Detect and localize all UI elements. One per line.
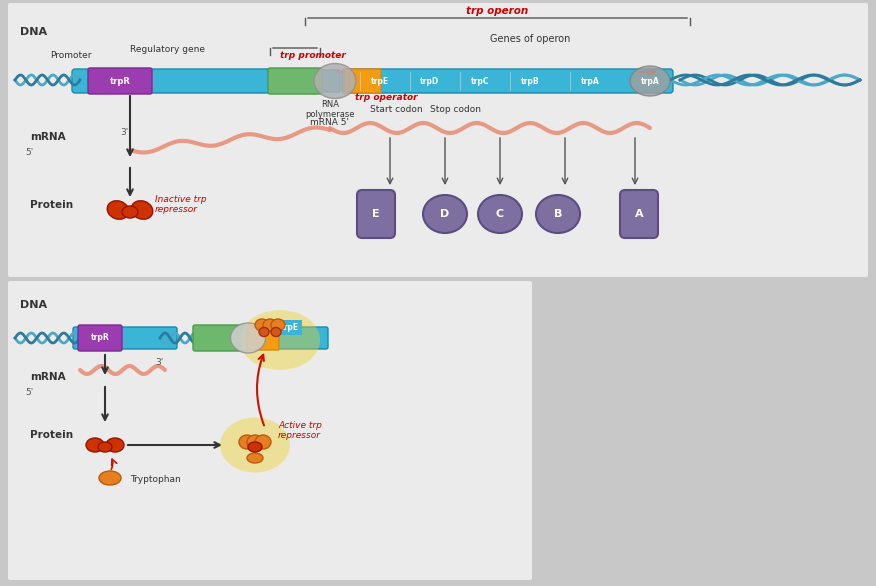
Text: E: E [372, 209, 380, 219]
Ellipse shape [86, 438, 104, 452]
FancyBboxPatch shape [8, 3, 868, 277]
Text: trpA: trpA [581, 77, 599, 87]
Ellipse shape [478, 195, 522, 233]
FancyBboxPatch shape [344, 69, 381, 93]
FancyBboxPatch shape [88, 68, 152, 94]
Text: trp operator: trp operator [355, 93, 418, 102]
Ellipse shape [255, 435, 271, 449]
Text: RNA
polymerase: RNA polymerase [305, 100, 355, 120]
Ellipse shape [271, 328, 281, 336]
Text: Inactive trp
repressor: Inactive trp repressor [155, 195, 207, 214]
FancyBboxPatch shape [73, 327, 177, 349]
Text: Protein: Protein [30, 200, 73, 210]
Ellipse shape [271, 319, 285, 331]
Text: trpE: trpE [281, 323, 299, 332]
Ellipse shape [536, 195, 580, 233]
Text: trpC: trpC [470, 77, 490, 87]
Text: trpD: trpD [420, 77, 440, 87]
Text: trpR: trpR [110, 77, 131, 86]
Ellipse shape [248, 442, 262, 452]
Text: B: B [554, 209, 562, 219]
FancyBboxPatch shape [247, 326, 279, 350]
FancyBboxPatch shape [316, 70, 340, 92]
Ellipse shape [247, 453, 263, 463]
Text: trpB: trpB [520, 77, 540, 87]
Text: Tryptophan: Tryptophan [130, 475, 180, 484]
FancyBboxPatch shape [8, 281, 532, 580]
Text: DNA: DNA [20, 27, 47, 37]
Text: 5': 5' [25, 388, 33, 397]
Text: Protein: Protein [30, 430, 73, 440]
Ellipse shape [255, 319, 269, 331]
Text: mRNA: mRNA [30, 132, 66, 142]
FancyBboxPatch shape [357, 190, 395, 238]
Ellipse shape [107, 201, 129, 219]
Text: trp promoter: trp promoter [280, 51, 346, 60]
Ellipse shape [98, 442, 112, 452]
Ellipse shape [259, 328, 269, 336]
FancyBboxPatch shape [342, 69, 673, 93]
Ellipse shape [423, 195, 467, 233]
FancyBboxPatch shape [268, 68, 322, 94]
Ellipse shape [106, 438, 124, 452]
Ellipse shape [247, 435, 263, 449]
FancyBboxPatch shape [620, 190, 658, 238]
Text: Active trp
repressor: Active trp repressor [278, 421, 321, 440]
FancyBboxPatch shape [78, 325, 122, 351]
Ellipse shape [630, 66, 670, 96]
Ellipse shape [220, 417, 290, 472]
Text: 3': 3' [120, 128, 128, 137]
Ellipse shape [99, 471, 121, 485]
Text: Stop codon: Stop codon [430, 105, 481, 114]
Text: trp operon: trp operon [466, 6, 528, 16]
Text: 3': 3' [155, 358, 163, 367]
Text: trpA: trpA [640, 77, 660, 87]
Ellipse shape [263, 319, 277, 331]
Text: Genes of operon: Genes of operon [490, 34, 570, 44]
FancyBboxPatch shape [72, 69, 273, 93]
Text: Regulatory gene: Regulatory gene [130, 45, 205, 54]
FancyBboxPatch shape [193, 325, 252, 351]
Text: DNA: DNA [20, 300, 47, 310]
Text: mRNA: mRNA [30, 372, 66, 382]
Text: trpE: trpE [371, 77, 389, 87]
Text: Start codon: Start codon [370, 105, 422, 114]
FancyBboxPatch shape [274, 327, 328, 349]
Text: Promoter: Promoter [50, 51, 91, 60]
Text: mRNA 5': mRNA 5' [310, 118, 349, 127]
Ellipse shape [122, 206, 138, 218]
Text: A: A [635, 209, 643, 219]
Ellipse shape [230, 323, 265, 353]
Ellipse shape [131, 201, 152, 219]
Ellipse shape [239, 435, 255, 449]
Ellipse shape [240, 310, 320, 370]
Text: D: D [441, 209, 449, 219]
Text: 5': 5' [25, 148, 33, 157]
Ellipse shape [314, 63, 356, 98]
Text: C: C [496, 209, 504, 219]
Text: trpR: trpR [90, 333, 110, 342]
